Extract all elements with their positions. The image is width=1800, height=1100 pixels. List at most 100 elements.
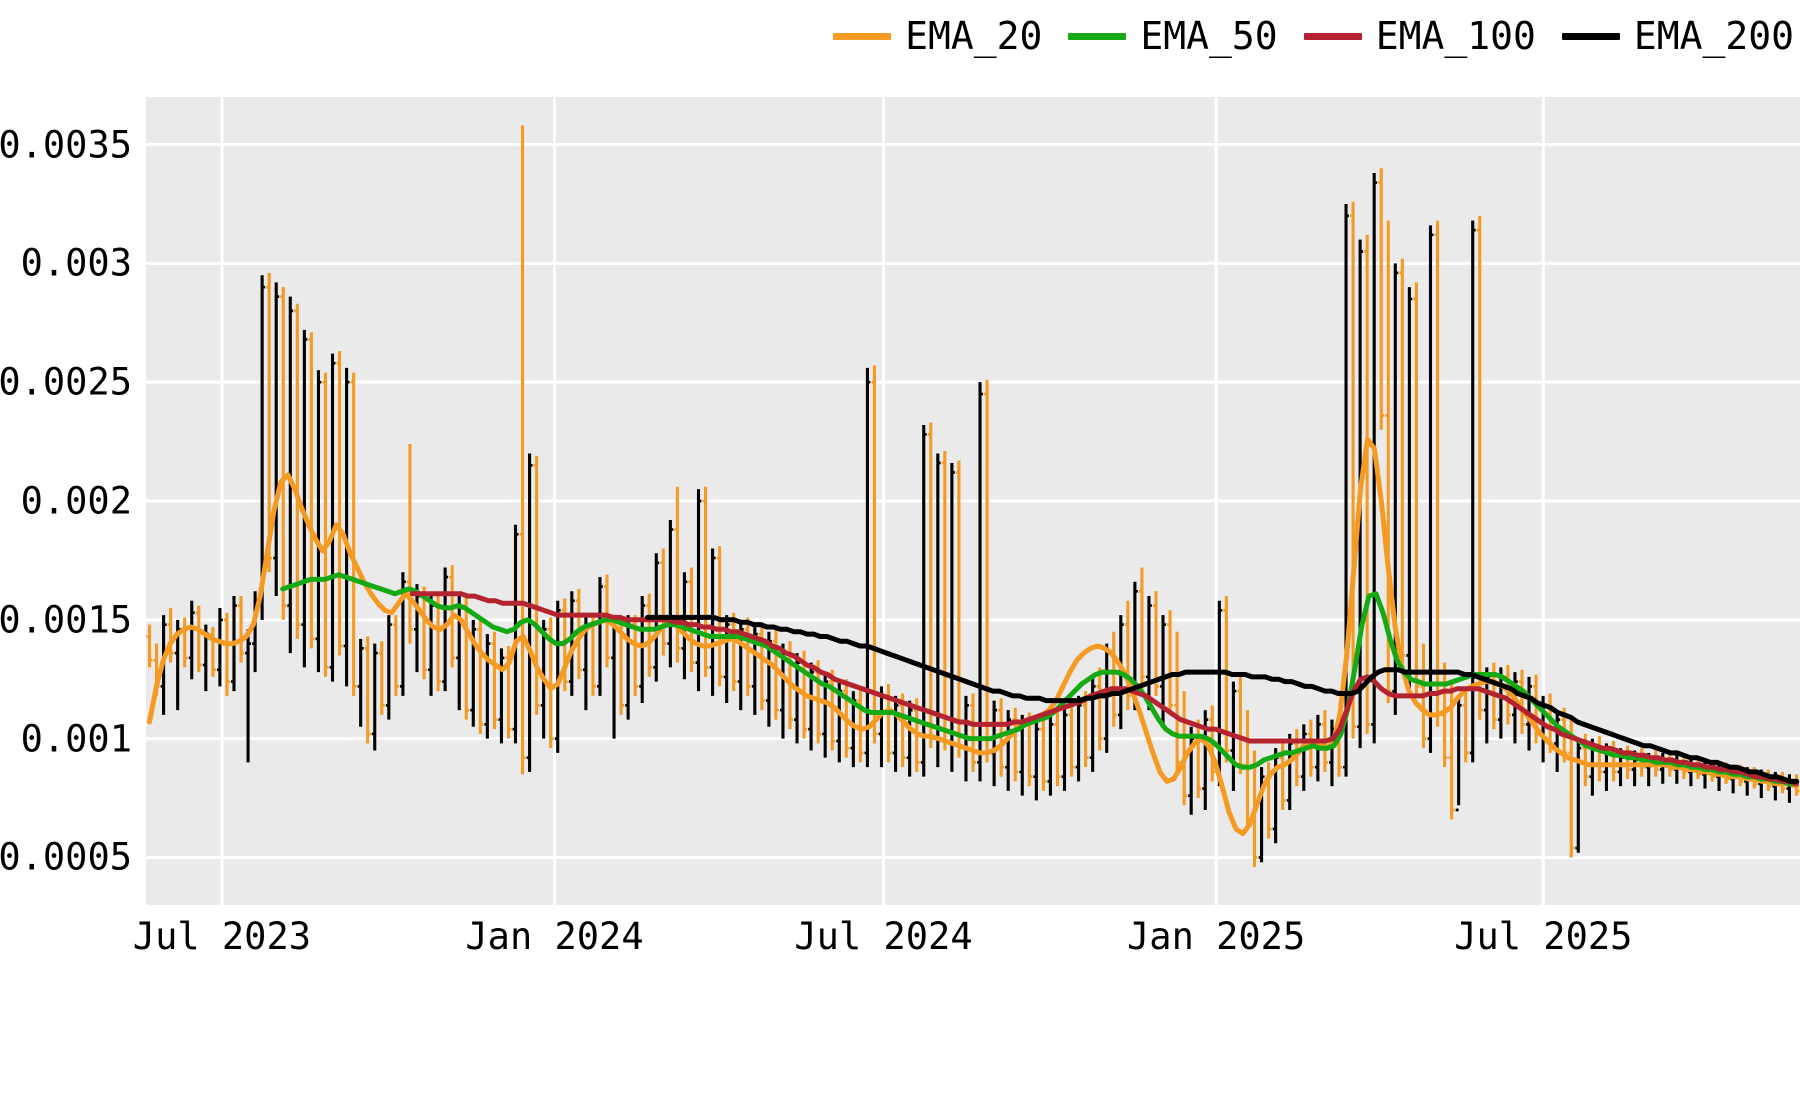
plot-canvas: [146, 97, 1800, 905]
legend-swatch-icon: [1303, 32, 1362, 40]
ohlc-bar: [301, 329, 308, 668]
ohlc-bar: [1300, 724, 1307, 791]
ohlc-bar: [195, 605, 202, 673]
ohlc-bar: [1054, 710, 1061, 787]
ohlc-bar: [498, 648, 505, 744]
gridlines: [146, 97, 1800, 905]
ohlc-bar: [829, 669, 836, 751]
legend-entry-ema_20[interactable]: EMA_20: [833, 17, 1042, 55]
x-tick-label: Jan 2025: [1127, 915, 1306, 958]
ohlc-bar: [1413, 282, 1420, 696]
ohlc-bar: [857, 688, 864, 763]
ohlc-bar: [1364, 234, 1371, 734]
legend-label: EMA_100: [1375, 14, 1536, 58]
legend-entry-ema_100[interactable]: EMA_100: [1303, 14, 1536, 58]
ohlc-bar: [442, 567, 449, 692]
legend-swatch-icon: [833, 32, 892, 40]
ohlc-bar: [477, 619, 484, 734]
ohlc-bar: [1554, 710, 1561, 772]
ohlc-bar: [1195, 719, 1202, 799]
ohlc-bar: [322, 372, 329, 677]
ohlc-bar: [1138, 567, 1145, 692]
y-tick-label: 0.003: [20, 241, 132, 285]
ohlc-bar: [308, 332, 315, 649]
ohlc-bar: [357, 638, 364, 727]
y-tick-label: 0.002: [20, 479, 132, 523]
ohlc-bar: [991, 700, 998, 787]
ohlc-bar: [744, 617, 751, 696]
ohlc-bar: [730, 612, 737, 692]
x-tick-label: Jan 2024: [465, 915, 644, 958]
ohlc-bar: [1047, 714, 1054, 796]
ohlc-bar: [871, 365, 878, 744]
ohlc-bar: [1167, 610, 1174, 715]
legend-entry-ema_50[interactable]: EMA_50: [1068, 17, 1278, 55]
ohlc-bar: [1146, 596, 1152, 711]
ohlc-bar: [435, 596, 442, 692]
ohlc-bar: [1181, 691, 1188, 806]
y-tick-label: 0.0015: [0, 598, 132, 642]
ohlc-bar: [1096, 667, 1103, 751]
ohlc-bar: [1089, 676, 1096, 772]
ohlc-bar: [216, 607, 223, 687]
ema-line-ema_200: [645, 614, 1800, 784]
ohlc-bar: [280, 287, 287, 620]
ohlc-bar: [899, 693, 906, 768]
ohlc-bar: [568, 591, 575, 696]
legend-entry-ema_200[interactable]: EMA_200: [1561, 17, 1794, 55]
ohlc-bar: [1040, 717, 1047, 791]
ohlc-bar: [674, 486, 681, 663]
ohlc-bar: [336, 351, 343, 656]
y-tick-label: 0.0035: [0, 123, 132, 167]
ohlc-bar: [667, 520, 674, 668]
chart-legend: EMA_20 EMA_50 EMA_100 EMA_200: [0, 0, 1800, 72]
ohlc-bar: [709, 548, 716, 696]
ohlc-bar: [977, 382, 983, 782]
ohlc-bar: [526, 453, 533, 772]
ohlc-bar: [1012, 707, 1019, 782]
ohlc-bar: [772, 629, 779, 720]
ohlc-bar: [906, 700, 913, 777]
ohlc-bar: [512, 524, 519, 744]
ohlc-bar: [392, 615, 399, 696]
ohlc-bar: [1378, 168, 1385, 430]
ohlc-bar: [1258, 767, 1265, 863]
ohlc-bar: [245, 629, 252, 763]
ohlc-bar: [456, 596, 463, 711]
ohlc-bar: [892, 695, 899, 772]
ohlc-bar: [491, 631, 498, 730]
ohlc-bar: [378, 641, 385, 715]
ohlc-bar: [1427, 225, 1434, 753]
ohlc-bar: [414, 584, 420, 673]
ohlc-bar: [1033, 719, 1040, 801]
ohlc-bar: [920, 424, 927, 777]
ohlc-bar: [1082, 691, 1089, 768]
ohlc-bar: [955, 460, 962, 758]
ohlc-bar: [371, 643, 378, 751]
ohlc-bar: [223, 612, 230, 696]
ohlc-bar: [948, 462, 955, 772]
ohlc-bar: [1462, 691, 1469, 763]
ohlc-bar: [1061, 705, 1068, 791]
ohlc-bar: [1476, 215, 1483, 720]
ohlc-bar: [343, 367, 350, 687]
ema-line-ema_100: [409, 591, 1799, 787]
ohlc-bar: [406, 443, 413, 644]
ohlc-bar: [1174, 631, 1181, 775]
ohlc-bar: [294, 303, 301, 639]
ohlc-bar: [1272, 748, 1279, 844]
y-tick-label: 0.001: [20, 717, 132, 761]
ohlc-bar: [625, 615, 632, 720]
legend-swatch-icon: [1068, 32, 1127, 40]
ohlc-bar: [273, 282, 280, 597]
ohlc-bar: [1596, 736, 1603, 782]
ohlc-bar: [864, 367, 871, 768]
ema-lines: [147, 436, 1800, 837]
ohlc-bar: [1455, 695, 1462, 812]
legend-swatch-icon: [1561, 32, 1620, 40]
ohlc-bar: [1575, 738, 1582, 853]
ohlc-bar: [350, 372, 357, 696]
ohlc-bar: [575, 588, 582, 680]
ohlc-bar: [188, 600, 195, 680]
